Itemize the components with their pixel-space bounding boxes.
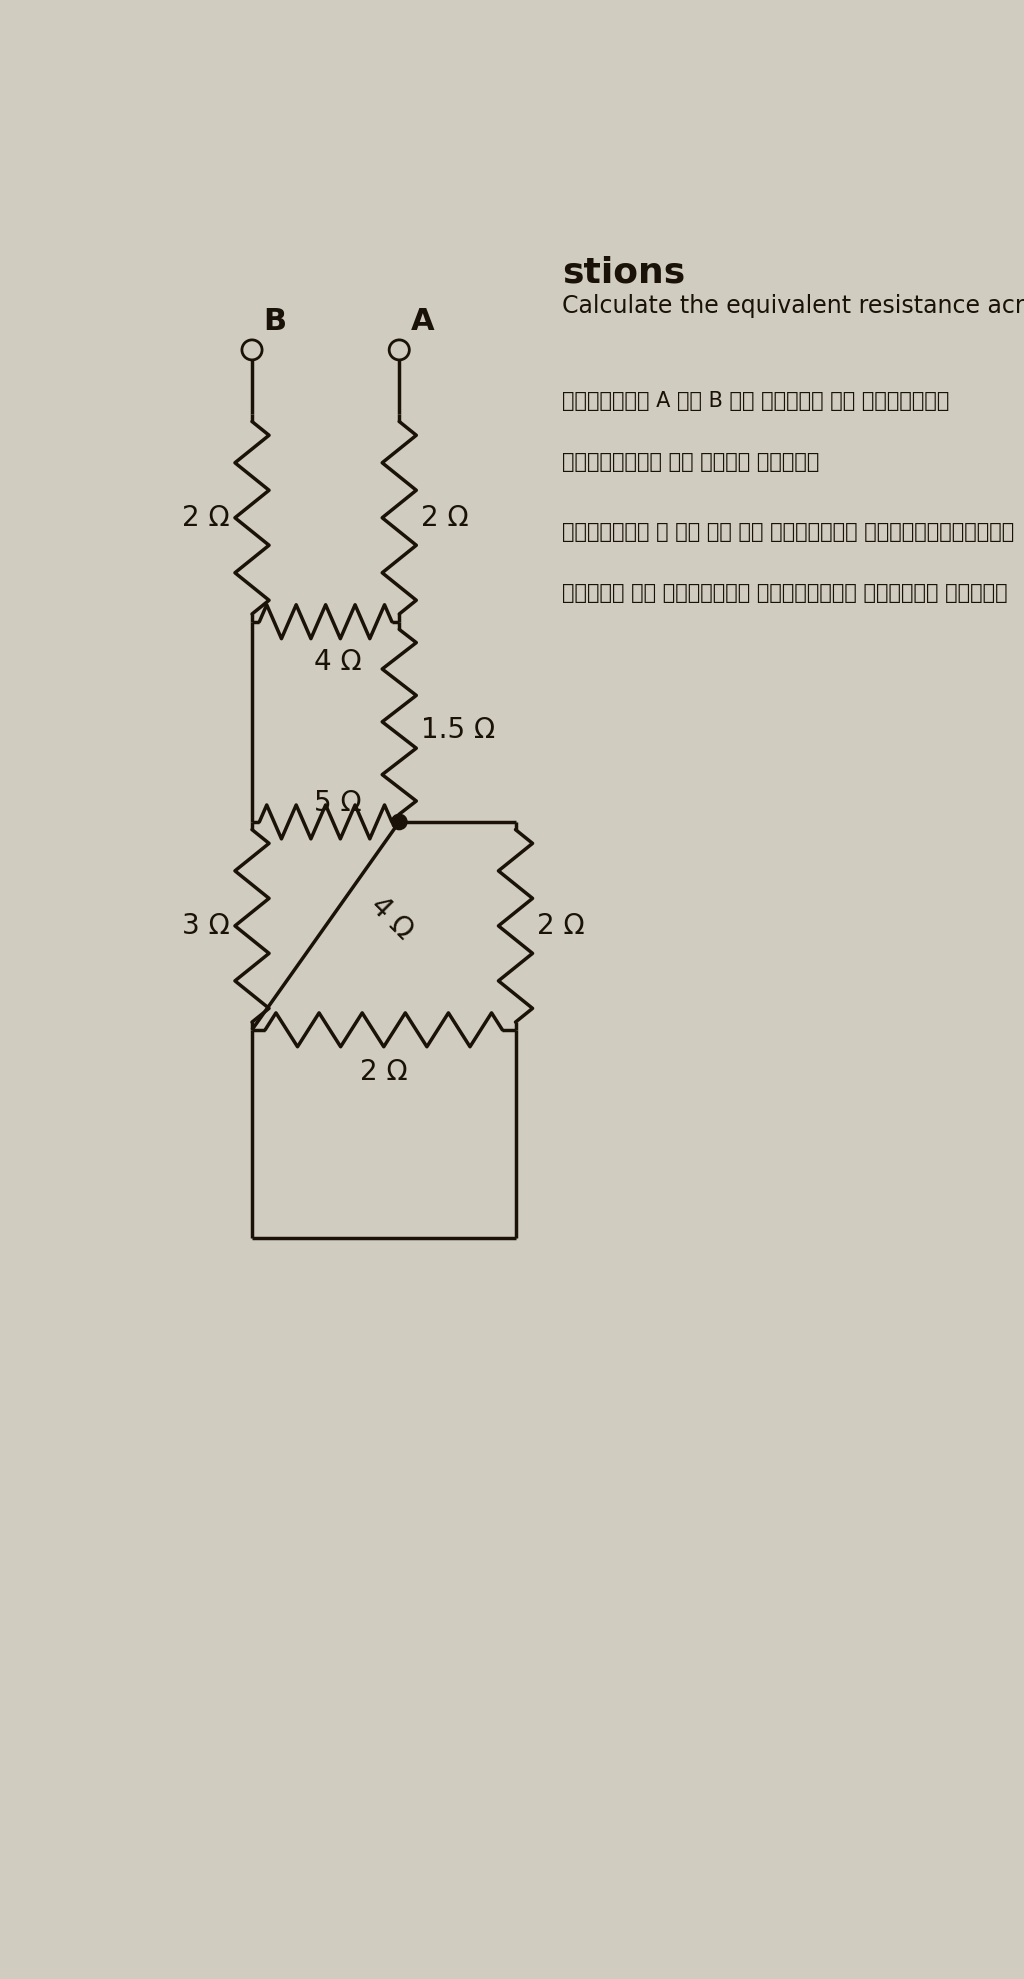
Text: 2 Ω: 2 Ω (182, 505, 229, 532)
Text: 4 Ω: 4 Ω (365, 891, 418, 944)
Text: Calculate the equivalent resistance across terminal A & B.: Calculate the equivalent resistance acro… (562, 295, 1024, 319)
Text: 2 Ω: 2 Ω (360, 1059, 409, 1086)
Text: प्रतिरोध की गणना करें।: प्रतिरोध की गणना करें। (562, 453, 819, 473)
Text: 3 Ω: 3 Ω (182, 912, 230, 940)
Text: टर्मिनल ए और बी पर समतुल्य प्रतिरोधकारी: टर्मिनल ए और बी पर समतुल्य प्रतिरोधकारी (562, 522, 1014, 542)
Text: stions: stions (562, 255, 685, 291)
Text: 5 Ω: 5 Ω (314, 790, 361, 817)
Text: A: A (411, 307, 434, 336)
Text: 1.5 Ω: 1.5 Ω (421, 716, 495, 744)
Text: B: B (263, 307, 287, 336)
Text: टर्मिनल A और B के सिरों पर समतुल्य: टर्मिनल A और B के सिरों पर समतुल्य (562, 390, 949, 412)
Text: 2 Ω: 2 Ω (421, 505, 469, 532)
Text: 2 Ω: 2 Ω (538, 912, 585, 940)
Text: 4 Ω: 4 Ω (314, 647, 361, 675)
Circle shape (391, 813, 407, 829)
Text: परिपथ की समतुल्य प्रतिरोध परिकलन करें।: परिपथ की समतुल्य प्रतिरोध परिकलन करें। (562, 584, 1008, 604)
